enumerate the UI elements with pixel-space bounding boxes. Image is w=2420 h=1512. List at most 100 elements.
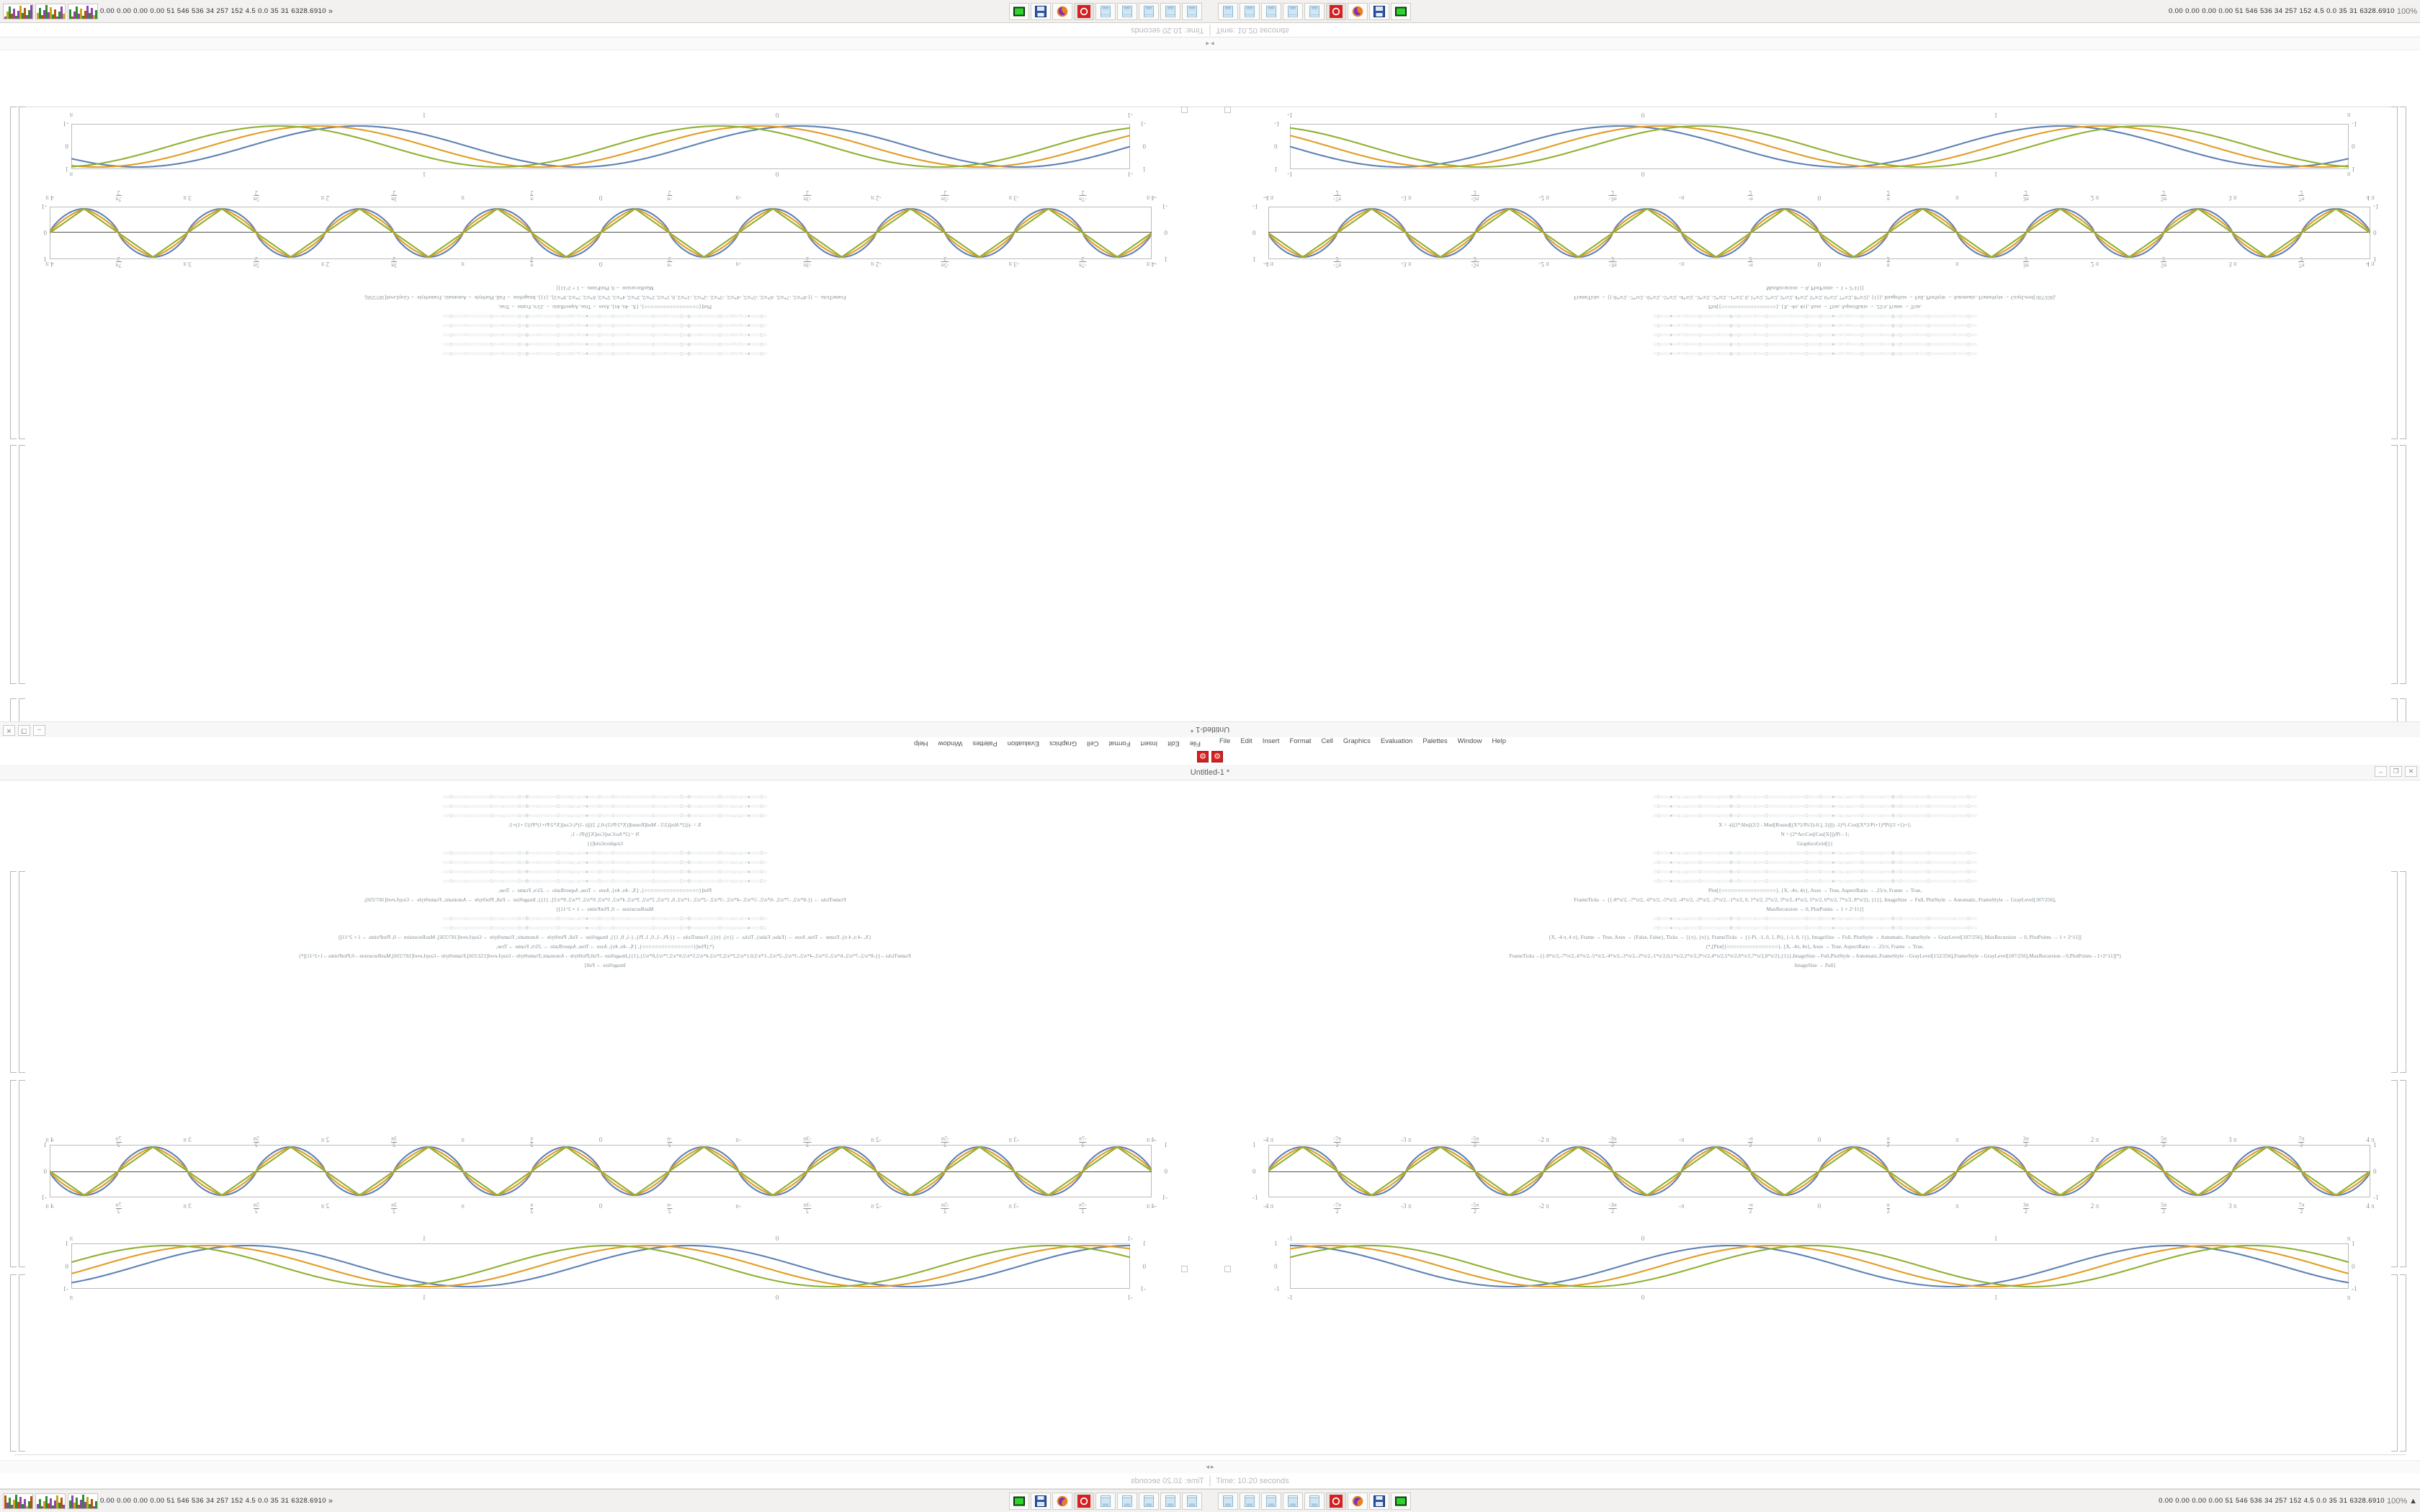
arrow-left-icon-bottom[interactable]: ◂ (1206, 1463, 1209, 1470)
taskbar-button-gear-red-r5[interactable] (1326, 1492, 1346, 1510)
taskbar-top[interactable] (403, 2, 2017, 20)
cell-bracket[interactable] (2400, 445, 2406, 684)
gear-icon-right[interactable]: ⚙ (1211, 751, 1223, 762)
taskbar-button-notepad-l4[interactable] (1095, 1492, 1116, 1510)
taskbar-button-notepad-l5[interactable] (1117, 2, 1137, 20)
arrow-right-icon-bottom[interactable]: ▸ (1211, 1463, 1214, 1470)
cell-bracket[interactable] (2400, 1080, 2406, 1267)
close-button-mirror[interactable]: ✕ (3, 725, 15, 736)
taskbar-button-gear-red-l3[interactable] (1074, 2, 1094, 20)
cell-bracket[interactable] (2400, 871, 2406, 1073)
taskbar-button-notepad-r0[interactable] (1218, 2, 1238, 20)
taskbar-button-notepad-l8[interactable] (1182, 1492, 1202, 1510)
taskbar-button-notepad-l7[interactable] (1160, 2, 1180, 20)
tray-left-group[interactable]: 0.00 0.00 0.00 0.00 51 546 536 34 257 15… (0, 3, 403, 19)
taskbar-button-notepad-r1[interactable] (1240, 1492, 1260, 1510)
menubar[interactable]: File Edit Insert Format Cell Graphics Evaluati… (1219, 737, 1506, 747)
cell-bracket[interactable] (19, 107, 25, 439)
taskbar-button-gear-red-l3[interactable] (1074, 1492, 1094, 1510)
menu-item-cell[interactable]: Cell (1087, 739, 1099, 747)
window-controls-mirror[interactable]: – ❐ ✕ (3, 725, 45, 736)
menu-item-insert[interactable]: Insert (1140, 739, 1158, 747)
menu-item-window[interactable]: Window (1457, 737, 1482, 745)
cell-bracket[interactable] (2391, 1274, 2398, 1452)
cell-bracket[interactable] (10, 1274, 17, 1452)
taskbar-button-notepad-r4[interactable] (1304, 1492, 1325, 1510)
zoom-percent-top[interactable]: 100% (2396, 6, 2417, 16)
minimize-button[interactable]: – (2375, 766, 2387, 777)
tray-left-group-bottom[interactable]: 0.00 0.00 0.00 0.00 51 546 536 34 257 15… (0, 1493, 403, 1509)
toolbar-row[interactable]: ⚙ ⚙ (0, 749, 2420, 765)
window-titlebar[interactable]: Untitled-1 * – ❐ ✕ (0, 765, 2420, 780)
cell-bracket[interactable] (10, 871, 17, 1073)
tray-right-group-bottom[interactable]: 0.00 0.00 0.00 0.00 51 546 536 34 257 15… (2017, 1497, 2420, 1506)
menu-item-insert[interactable]: Insert (1262, 737, 1280, 745)
cell-bracket[interactable] (2391, 445, 2398, 684)
menu-item-graphics[interactable]: Graphics (1343, 737, 1371, 745)
maximize-button-mirror[interactable]: ❐ (18, 725, 30, 736)
cell-bracket[interactable] (19, 445, 25, 684)
chevron-expand-icon[interactable]: » (328, 6, 333, 16)
menubar-mirror[interactable]: File Edit Insert Format Cell Graphics Evaluati… (914, 737, 1201, 747)
menu-item-help[interactable]: Help (914, 739, 928, 747)
menu-item-palettes[interactable]: Palettes (1422, 737, 1448, 745)
taskbar-button-terminal-l0[interactable] (1009, 2, 1029, 20)
taskbar-button-firefox-r6[interactable] (1348, 2, 1368, 20)
taskbar-button-floppy-save-l1[interactable] (1031, 2, 1051, 20)
cell-bracket[interactable] (2391, 107, 2398, 439)
arrow-left-icon[interactable]: ◂ (1211, 40, 1214, 48)
menu-item-cell[interactable]: Cell (1321, 737, 1333, 745)
menu-item-file[interactable]: File (1189, 739, 1201, 747)
taskbar-button-firefox-l2[interactable] (1052, 2, 1072, 20)
taskbar-button-floppy-save-r7[interactable] (1369, 2, 1389, 20)
taskbar-button-notepad-l5[interactable] (1117, 1492, 1137, 1510)
menu-item-format[interactable]: Format (1108, 739, 1131, 747)
menu-item-edit[interactable]: Edit (1240, 737, 1252, 745)
cell-bracket[interactable] (10, 445, 17, 684)
taskbar-button-notepad-l6[interactable] (1139, 2, 1159, 20)
window-titlebar-mirror[interactable]: Untitled-1 * – ❐ ✕ (0, 721, 2420, 737)
caret-up-icon[interactable]: ▲ (2409, 1496, 2417, 1506)
taskbar-button-notepad-l4[interactable] (1095, 2, 1116, 20)
taskbar-button-notepad-r3[interactable] (1283, 1492, 1303, 1510)
taskbar-button-floppy-save-r7[interactable] (1369, 1492, 1389, 1510)
cell-bracket[interactable] (2400, 107, 2406, 439)
menu-item-file[interactable]: File (1219, 737, 1231, 745)
cell-bracket[interactable] (2391, 1080, 2398, 1267)
taskbar-button-floppy-save-l1[interactable] (1031, 1492, 1051, 1510)
taskbar-button-notepad-r1[interactable] (1240, 2, 1260, 20)
menu-item-palettes[interactable]: Palettes (972, 739, 998, 747)
window-controls[interactable]: – ❐ ✕ (2375, 766, 2417, 777)
taskbar-button-notepad-r2[interactable] (1261, 2, 1281, 20)
minimize-button-mirror[interactable]: – (33, 725, 45, 736)
bottom-system-panel[interactable]: 0.00 0.00 0.00 0.00 51 546 536 34 257 15… (0, 1489, 2420, 1512)
menu-item-format[interactable]: Format (1289, 737, 1312, 745)
taskbar-button-firefox-l2[interactable] (1052, 1492, 1072, 1510)
menu-item-graphics[interactable]: Graphics (1049, 739, 1077, 747)
cell-bracket[interactable] (19, 1274, 25, 1452)
zoom-percent-bottom[interactable]: 100% (2386, 1496, 2408, 1506)
cell-bracket[interactable] (19, 1080, 25, 1267)
notebook-tab-strip-top[interactable]: ▸ ◂ (0, 37, 2420, 50)
close-button[interactable]: ✕ (2405, 766, 2417, 777)
maximize-button[interactable]: ❐ (2390, 766, 2402, 777)
taskbar-button-terminal-r8[interactable] (1391, 2, 1411, 20)
cell-bracket[interactable] (10, 1080, 17, 1267)
taskbar-button-notepad-l7[interactable] (1160, 1492, 1180, 1510)
chevron-expand-icon-bottom[interactable]: » (328, 1496, 333, 1506)
taskbar-button-notepad-l8[interactable] (1182, 2, 1202, 20)
menu-item-edit[interactable]: Edit (1168, 739, 1180, 747)
arrow-right-icon[interactable]: ▸ (1206, 40, 1209, 48)
taskbar-button-notepad-r3[interactable] (1283, 2, 1303, 20)
menubar-row[interactable]: File Edit Insert Format Cell Graphics Evaluati… (0, 737, 2420, 747)
cell-bracket[interactable] (10, 107, 17, 439)
tray-right-group[interactable]: 0.00 0.00 0.00 0.00 51 546 536 34 257 15… (2017, 7, 2420, 16)
cell-bracket[interactable] (2400, 1274, 2406, 1452)
taskbar-button-notepad-r0[interactable] (1218, 1492, 1238, 1510)
menu-item-evaluation[interactable]: Evaluation (1007, 739, 1040, 747)
taskbar-button-terminal-r8[interactable] (1391, 1492, 1411, 1510)
taskbar-button-gear-red-r5[interactable] (1326, 2, 1346, 20)
menu-item-evaluation[interactable]: Evaluation (1380, 737, 1413, 745)
taskbar-button-terminal-l0[interactable] (1009, 1492, 1029, 1510)
taskbar-bottom[interactable] (403, 1492, 2017, 1510)
